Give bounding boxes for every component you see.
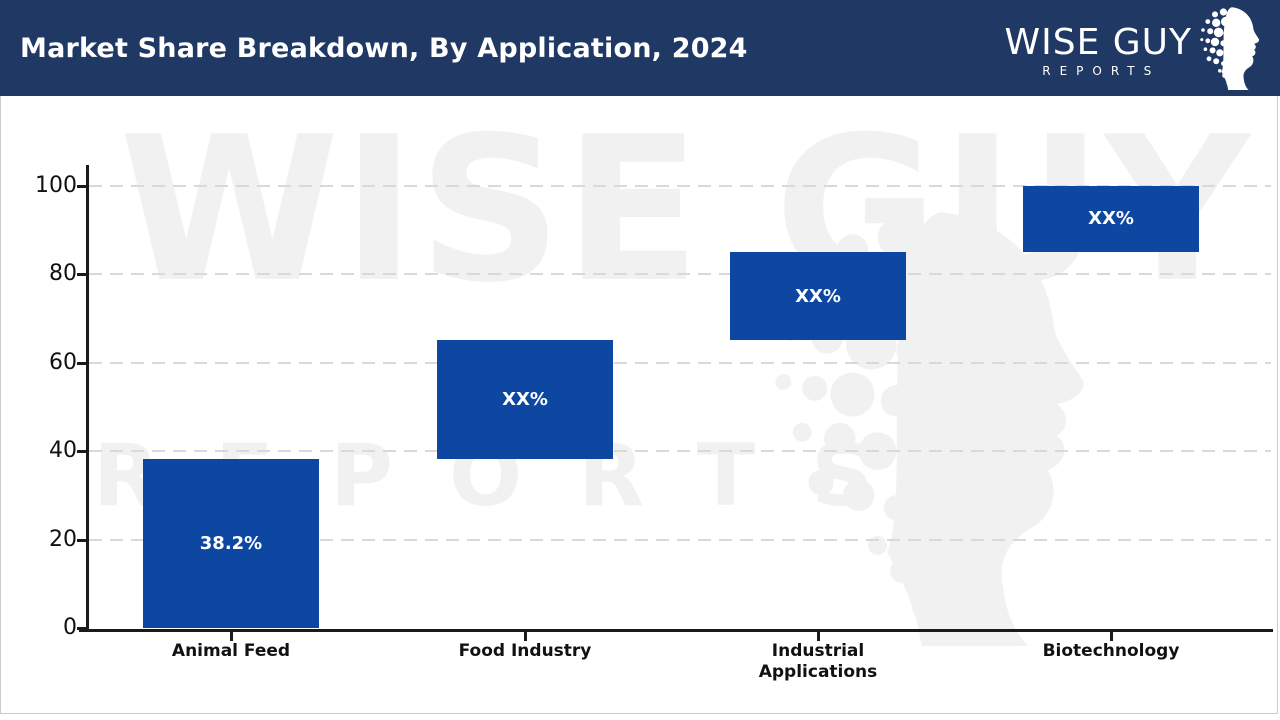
bar-biotechnology: XX% xyxy=(1023,185,1199,252)
y-tick-label: 20 xyxy=(49,526,77,552)
y-tick-mark xyxy=(77,627,86,630)
y-tick-mark xyxy=(77,361,86,365)
logo-wordmark: WISE GUY xyxy=(1004,22,1192,63)
chart-area: WISE GUY REPORTS 0 20 40 60 80 100 38.2% Animal… xyxy=(0,94,1278,714)
y-tick-mark xyxy=(77,450,86,453)
logo-text: WISE GUY REPORTS xyxy=(1004,22,1193,79)
x-tick-mark xyxy=(230,632,233,641)
bar-value-label: XX% xyxy=(502,389,548,411)
y-tick-label: 40 xyxy=(49,438,77,463)
bar-value-label: XX% xyxy=(1088,208,1134,230)
bar-food-industry: XX% xyxy=(437,340,613,459)
bar-value-label: XX% xyxy=(795,285,841,307)
x-tick-mark xyxy=(1110,632,1113,641)
y-tick-label: 60 xyxy=(49,349,77,375)
header: Market Share Breakdown, By Application, … xyxy=(0,0,1280,96)
x-category-label: Industrial Applications xyxy=(758,641,878,682)
y-tick-label: 0 xyxy=(63,615,77,640)
gridline-80 xyxy=(89,273,1271,275)
logo-head-icon xyxy=(1200,7,1260,90)
bar-value-label: 38.2% xyxy=(199,532,263,554)
y-tick-label: 100 xyxy=(35,172,77,198)
y-tick-label: 80 xyxy=(49,261,77,286)
x-category-label: Biotechnology xyxy=(1042,641,1180,661)
x-category-label: Food Industry xyxy=(458,641,592,661)
x-category-label: Animal Feed xyxy=(171,641,291,661)
bar-animal-feed: 38.2% xyxy=(143,458,319,628)
y-tick-mark xyxy=(77,273,86,276)
gridline-100 xyxy=(89,184,1271,187)
gridline-60 xyxy=(89,361,1271,364)
bar-industrial-applications: XX% xyxy=(730,251,906,341)
y-tick-mark xyxy=(77,538,86,542)
chart-title: Market Share Breakdown, By Application, … xyxy=(20,32,748,64)
x-tick-mark xyxy=(524,632,527,641)
y-axis-line xyxy=(86,165,89,632)
wise-guy-logo: WISE GUY REPORTS xyxy=(1005,6,1267,90)
x-tick-mark xyxy=(817,632,820,641)
gridline-20 xyxy=(89,538,1271,541)
logo-subtitle: REPORTS xyxy=(1042,64,1161,78)
x-axis-line xyxy=(79,629,1273,632)
y-tick-mark xyxy=(77,184,86,188)
gridline-40 xyxy=(89,450,1271,452)
